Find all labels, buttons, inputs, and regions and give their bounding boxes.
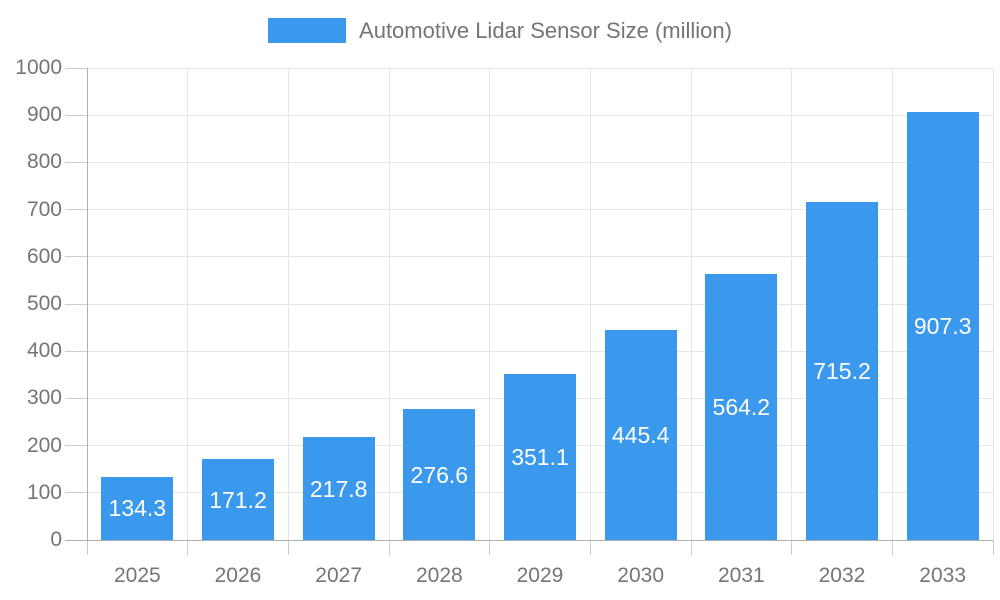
bar-value-label: 351.1: [511, 444, 569, 471]
bar-value-label: 171.2: [209, 486, 267, 513]
gridline-horizontal: [87, 161, 993, 163]
y-axis-tick: [65, 209, 87, 211]
x-axis-label: 2025: [113, 564, 161, 587]
x-axis-label: 2033: [919, 564, 967, 587]
gridline-horizontal: [87, 114, 993, 116]
x-axis-tick: [187, 540, 189, 555]
x-axis-tick: [589, 540, 591, 555]
y-axis-label: 200: [26, 433, 62, 457]
y-axis-tick: [65, 256, 87, 258]
legend-swatch: [268, 18, 347, 43]
bar: [101, 476, 174, 540]
gridline-vertical: [589, 68, 591, 540]
gridline-vertical: [388, 68, 390, 540]
x-axis-label: 2028: [415, 564, 463, 587]
y-axis-label: 300: [26, 386, 62, 410]
x-axis-label: 2029: [516, 564, 564, 587]
y-axis-label: 500: [26, 292, 62, 315]
y-axis-tick: [65, 492, 87, 494]
y-axis-tick: [65, 67, 87, 69]
gridline-horizontal: [87, 209, 993, 211]
y-axis-label: 100: [26, 480, 62, 504]
bar-value-label: 134.3: [108, 495, 167, 522]
x-axis-label: 2030: [617, 564, 665, 587]
gridline-horizontal: [87, 350, 993, 352]
gridline-vertical: [891, 68, 893, 540]
y-axis-tick: [65, 161, 87, 163]
x-axis-tick: [992, 540, 994, 555]
gridline-vertical: [187, 68, 189, 540]
x-axis-tick: [86, 540, 88, 555]
bar-value-label: 715.2: [813, 358, 871, 385]
bar: [806, 202, 878, 540]
y-axis-label: 1000: [15, 56, 62, 79]
x-axis-tick: [791, 540, 793, 555]
y-axis-label: 900: [26, 103, 62, 127]
x-axis-line: [65, 539, 993, 541]
x-axis-tick: [287, 540, 289, 555]
y-axis-tick: [65, 397, 87, 399]
y-axis-line: [86, 68, 88, 540]
y-axis-tick: [65, 445, 87, 447]
legend-label: Automotive Lidar Sensor Size (million): [359, 18, 732, 43]
bar: [705, 273, 778, 540]
x-axis-tick: [891, 540, 893, 555]
gridline-vertical: [791, 68, 793, 540]
gridline-vertical: [489, 68, 491, 540]
bar: [604, 329, 677, 540]
x-axis-label: 2031: [717, 564, 765, 587]
bar: [504, 374, 576, 540]
gridline-horizontal: [87, 256, 993, 258]
bar-value-label: 564.2: [712, 393, 771, 420]
bar: [403, 409, 476, 540]
legend: Automotive Lidar Sensor Size (million): [0, 18, 1000, 43]
x-axis-label: 2026: [214, 564, 262, 587]
y-axis-label: 700: [26, 197, 62, 221]
bar-value-label: 276.6: [410, 461, 469, 488]
bar-value-label: 907.3: [913, 312, 972, 339]
x-axis-tick: [489, 540, 491, 555]
x-axis-tick: [388, 540, 390, 555]
gridline-vertical: [992, 68, 994, 540]
bar: [906, 111, 979, 540]
x-axis-label: 2027: [315, 564, 363, 587]
gridline-horizontal: [87, 303, 993, 305]
y-axis-label: 800: [26, 150, 62, 174]
x-axis-label: 2032: [818, 564, 866, 587]
bar: [302, 437, 375, 540]
y-axis-tick: [65, 303, 87, 305]
y-axis-label: 0: [50, 528, 62, 551]
y-axis-label: 600: [26, 244, 62, 268]
x-axis-tick: [690, 540, 692, 555]
gridline-horizontal: [87, 67, 993, 69]
bar: [202, 459, 274, 540]
y-axis-label: 400: [26, 339, 62, 363]
y-axis-tick: [65, 350, 87, 352]
gridline-vertical: [287, 68, 289, 540]
y-axis-tick: [65, 114, 87, 116]
bar-value-label: 217.8: [309, 475, 368, 502]
gridline-vertical: [690, 68, 692, 540]
bar-value-label: 445.4: [611, 421, 670, 448]
